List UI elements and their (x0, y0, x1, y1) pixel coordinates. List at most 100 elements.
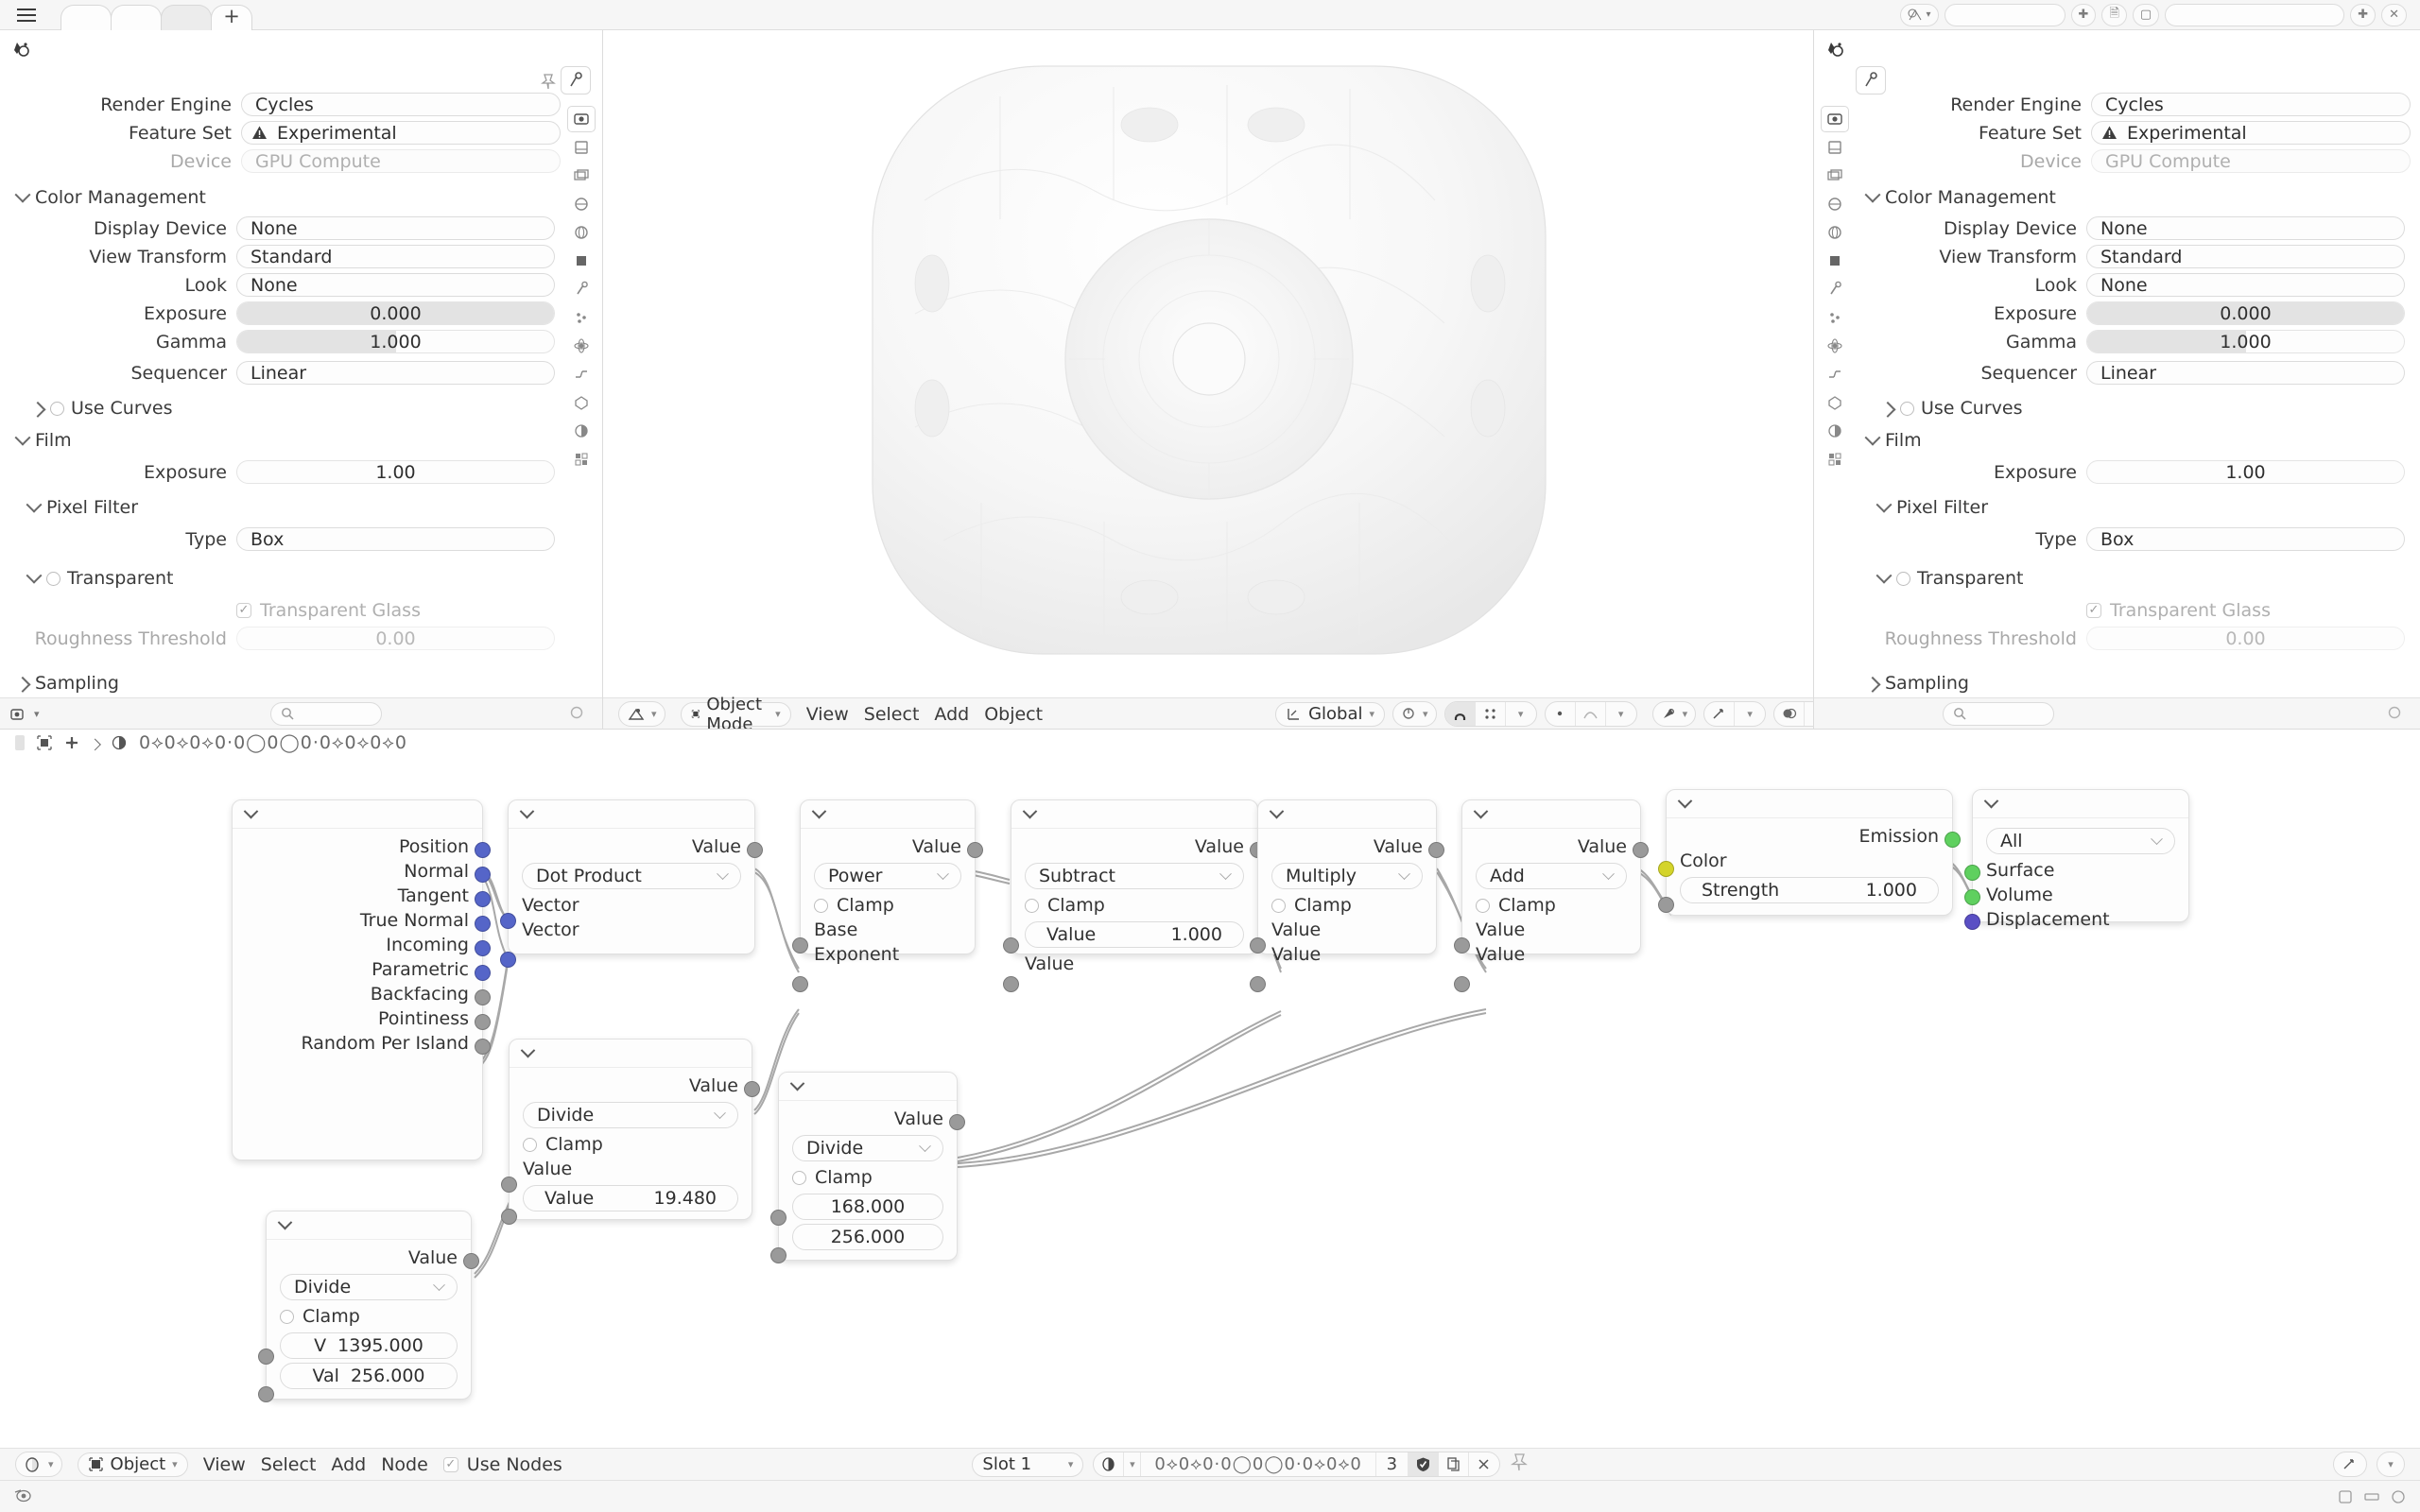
node-header-math-divide-2[interactable] (779, 1073, 957, 1101)
properties-tab-output[interactable] (567, 134, 596, 161)
socket-backfacing[interactable] (475, 989, 491, 1005)
node-math-divide-2[interactable]: Value Divide Clamp 168.000 256.000 (770, 1072, 965, 1263)
socket-in-subtract-1[interactable] (1003, 937, 1019, 954)
section-color-management-right[interactable]: Color Management (1864, 185, 2417, 210)
divider-right[interactable] (1813, 30, 1814, 730)
dropdown-filter-type[interactable]: Box (236, 527, 555, 551)
dropdown-math-divide-3-operation[interactable]: Divide (280, 1274, 458, 1300)
socket-in-divide-2-1[interactable] (770, 1210, 786, 1226)
node-header-math-subtract[interactable] (1011, 800, 1257, 829)
socket-random-per-island[interactable] (475, 1039, 491, 1055)
properties-tab-render-right[interactable] (1821, 106, 1849, 132)
properties-tab-material[interactable] (567, 418, 596, 444)
row-clamp-divide-2[interactable]: Clamp (779, 1165, 957, 1190)
socket-in-subtract-2[interactable] (1003, 976, 1019, 992)
transparent-checkbox[interactable] (46, 571, 60, 586)
socket-out-value-multiply[interactable] (1428, 842, 1444, 858)
properties-tab-texture[interactable] (567, 446, 596, 472)
properties-search-input-right[interactable] (1943, 702, 2054, 726)
node-header-math-divide-1[interactable] (510, 1040, 752, 1068)
node-header-geometry[interactable] (233, 800, 482, 829)
properties-filter-icon-left[interactable] (568, 703, 585, 726)
transparent-glass-checkbox[interactable]: ✓ (236, 602, 251, 618)
dropdown-math-subtract-operation[interactable]: Subtract (1025, 863, 1244, 889)
section-pixel-filter[interactable]: Pixel Filter (26, 495, 567, 520)
transparent-checkbox-right[interactable] (1896, 571, 1910, 586)
row-transparent-glass-right[interactable]: ✓ Transparent Glass (2086, 600, 2271, 621)
dropdown-math-divide-1-operation[interactable]: Divide (523, 1102, 738, 1128)
node-header-math-divide-3[interactable] (267, 1211, 471, 1240)
socket-out-value[interactable] (747, 842, 763, 858)
properties-tab-tool[interactable] (561, 66, 591, 94)
socket-in-divide-2-2[interactable] (770, 1247, 786, 1263)
slider-film-exposure[interactable]: 1.00 (236, 460, 555, 484)
row-clamp-divide-1[interactable]: Clamp (510, 1132, 752, 1157)
properties-editor-type-icon[interactable] (11, 40, 32, 65)
node-math-add[interactable]: Value Add Clamp Value Value (1454, 799, 1649, 992)
scene-name-field[interactable] (1944, 3, 2066, 26)
slider-gamma[interactable]: 1.000 (236, 330, 555, 353)
socket-tangent[interactable] (475, 891, 491, 907)
row-use-curves[interactable]: Use Curves (29, 396, 567, 421)
workspace-tab-2[interactable] (111, 4, 162, 30)
material-dropdown-icon[interactable]: ▾ (1124, 1452, 1142, 1476)
divider-horizontal[interactable] (0, 729, 2420, 730)
menu-select[interactable]: Select (863, 703, 920, 725)
node-vector-math-dot-product[interactable]: Value Dot Product Vector Vector (500, 799, 763, 968)
divider-left[interactable] (602, 30, 603, 730)
snap-target-icon[interactable] (1476, 702, 1506, 726)
socket-in-surface[interactable] (1964, 865, 1980, 881)
socket-in-divide-3-2[interactable] (258, 1386, 274, 1402)
scene-selector-icon[interactable]: ▾ (1899, 3, 1939, 26)
properties-tab-tool-right[interactable] (1856, 66, 1886, 94)
add-workspace-button[interactable]: + (211, 4, 252, 30)
falloff-icon[interactable] (1576, 702, 1606, 726)
socket-normal[interactable] (475, 867, 491, 883)
row-clamp-add[interactable]: Clamp (1462, 893, 1640, 918)
editor-type-selector-viewport[interactable]: ▾ (618, 701, 666, 727)
socket-out-emission[interactable] (1945, 832, 1961, 848)
new-scene-icon[interactable]: ✚ (2070, 3, 2097, 26)
dropdown-material-output-target[interactable]: All (1986, 828, 2175, 854)
dropdown-math-add-operation[interactable]: Add (1476, 863, 1627, 889)
section-sampling-right[interactable]: Sampling (1864, 671, 2417, 696)
dropdown-display-device-right[interactable]: None (2086, 216, 2405, 240)
xray-icon[interactable] (1774, 702, 1806, 726)
overlays-icon[interactable] (1704, 702, 1736, 726)
dropdown-view-transform-right[interactable]: Standard (2086, 245, 2405, 268)
material-name-field[interactable]: 0⟡0⟡0·0◯0◯0·0⟡0⟡0 (1141, 1452, 1376, 1476)
properties-tab-object[interactable] (567, 248, 596, 274)
properties-tab-physics[interactable] (567, 333, 596, 359)
socket-in-base[interactable] (792, 937, 808, 954)
socket-in-multiply-2[interactable] (1250, 976, 1266, 992)
dropdown-device[interactable]: GPU Compute (241, 149, 561, 173)
row-clamp-power[interactable]: Clamp (801, 893, 975, 918)
main-menu-icon[interactable] (8, 0, 45, 30)
properties-tab-physics-right[interactable] (1821, 333, 1849, 359)
properties-search-input-left[interactable] (269, 702, 382, 726)
slider-roughness-threshold[interactable]: 0.00 (236, 627, 555, 650)
workspace-tab-1[interactable] (60, 4, 112, 30)
socket-position[interactable] (475, 842, 491, 858)
section-sampling[interactable]: Sampling (14, 671, 567, 696)
row-use-curves-right[interactable]: Use Curves (1879, 396, 2417, 421)
node-header-material-output[interactable] (1973, 790, 2188, 818)
section-film[interactable]: Film (14, 428, 567, 453)
dropdown-look-right[interactable]: None (2086, 273, 2405, 297)
dropdown-sequencer-right[interactable]: Linear (2086, 361, 2405, 385)
socket-in-displacement[interactable] (1964, 914, 1980, 930)
input-field-subtract-value-1[interactable]: Value 1.000 (1025, 921, 1244, 948)
node-math-divide-3[interactable]: Value Divide Clamp V 1395.000 Val (258, 1211, 479, 1402)
properties-tab-particles-right[interactable] (1821, 304, 1849, 331)
use-nodes-checkbox[interactable]: ✓ (442, 1456, 458, 1472)
socket-in-exponent[interactable] (792, 976, 808, 992)
dropdown-feature-set[interactable]: Experimental (241, 121, 561, 145)
slider-film-exposure-right[interactable]: 1.00 (2086, 460, 2405, 484)
transform-orientation-dropdown[interactable]: Global ▾ (1275, 701, 1386, 727)
properties-tab-world-right[interactable] (1821, 219, 1849, 246)
dropdown-display-device[interactable]: None (236, 216, 555, 240)
socket-in-vector-1[interactable] (500, 913, 516, 929)
socket-in-add-2[interactable] (1454, 976, 1470, 992)
node-header-math-multiply[interactable] (1258, 800, 1436, 829)
properties-tab-modifiers[interactable] (567, 276, 596, 302)
